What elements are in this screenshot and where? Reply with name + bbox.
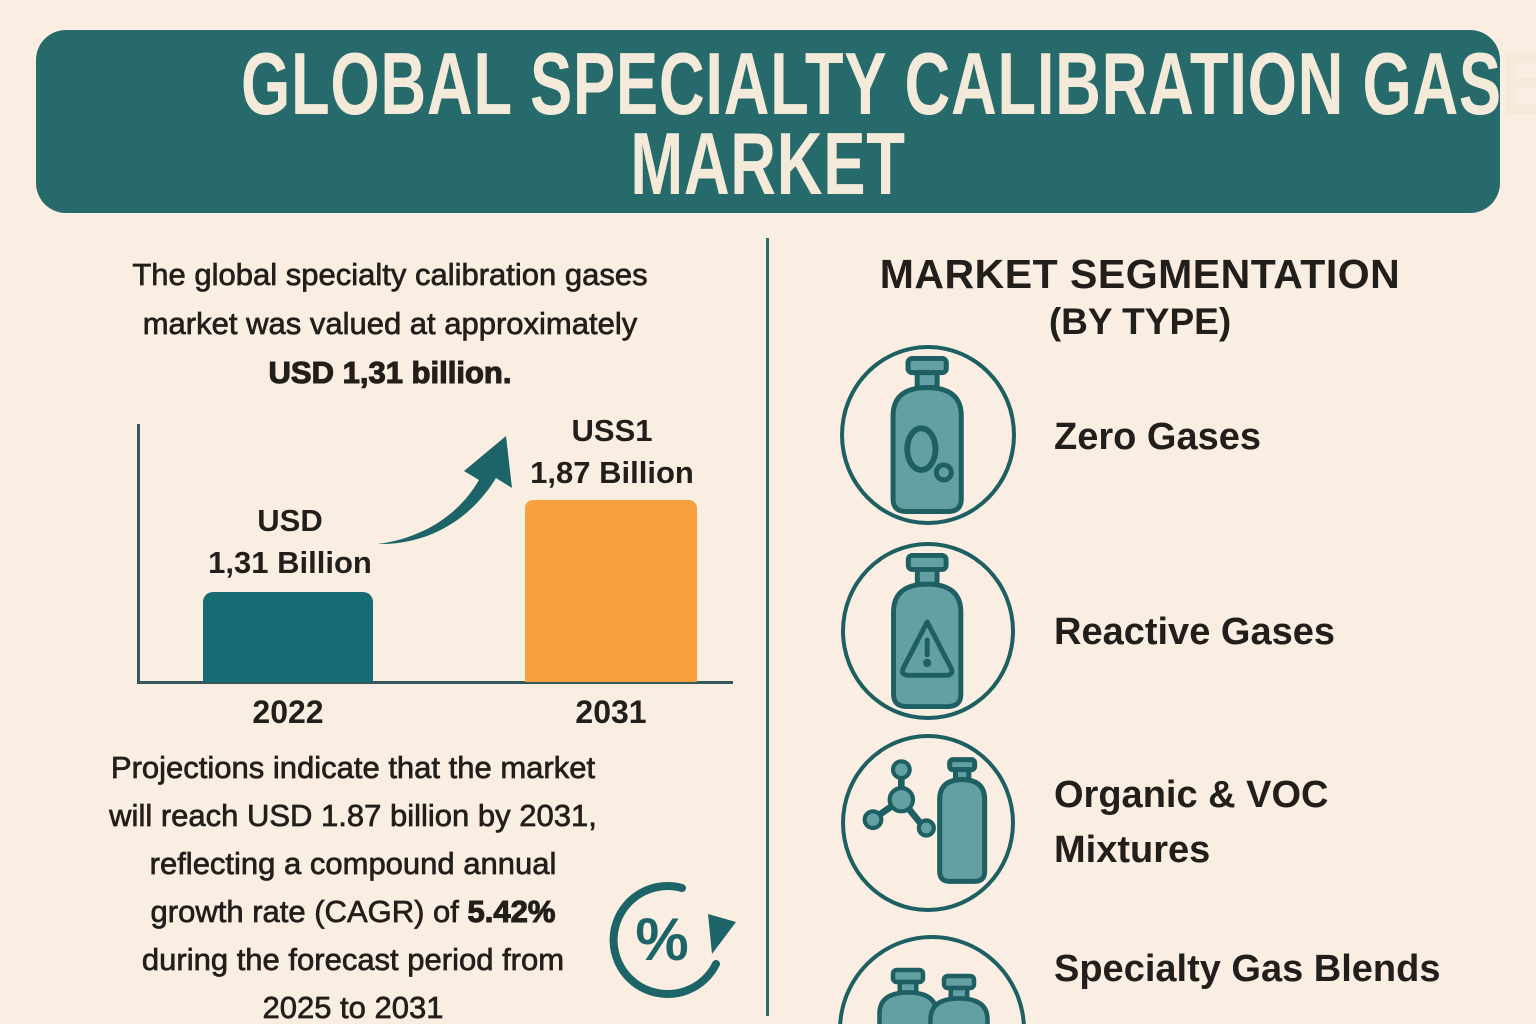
intro-line1: The global specialty calibration gases: [132, 257, 648, 293]
intro-value-bold: USD 1,31 billion.: [268, 354, 512, 390]
cagr-percent-cycle-icon: %: [609, 882, 736, 999]
segment-label-reactive-gases: Reactive Gases: [1054, 611, 1335, 653]
zero-gases-circle: [840, 345, 1016, 525]
proj-line4-prefix: growth rate (CAGR) of: [150, 894, 468, 930]
organic-voc-circle: [841, 734, 1015, 912]
growth-arrow-icon: [378, 436, 512, 545]
reactive-gases-circle: [841, 542, 1015, 720]
header-banner: GLOBAL SPECIALTY CALIBRATION GASES MARKE…: [36, 30, 1536, 213]
gas-cylinder-warning-icon: [891, 553, 964, 709]
proj-line2: will reach USD 1.87 billion by 2031,: [109, 798, 597, 834]
molecule-and-cylinder-icon: [862, 757, 988, 884]
chart-x-axis: [137, 681, 733, 684]
cagr-value: 5.42%: [467, 893, 556, 929]
svg-text:%: %: [635, 906, 688, 973]
bar-2031: [525, 500, 697, 682]
segment-label-specialty-gas-blends: Specialty Gas Blends: [1054, 948, 1441, 990]
x-tick-2031: 2031: [575, 694, 647, 730]
proj-line5: during the forecast period from: [141, 942, 565, 978]
projection-text: Projections indicate that the market wil…: [28, 744, 678, 1024]
dual-gas-cylinders-icon: [877, 967, 990, 1024]
intro-line2: market was valued at approximately: [142, 306, 638, 342]
segmentation-title: MARKET SEGMENTATION (BY TYPE): [780, 250, 1500, 346]
segment-label-organic-voc: Organic & VOC Mixtures: [1054, 774, 1329, 871]
chart-y-axis: [137, 424, 140, 682]
x-tick-2022: 2022: [252, 694, 324, 730]
page-title-line1: GLOBAL SPECIALTY CALIBRATION GASES: [240, 33, 1536, 133]
column-divider: [766, 238, 769, 1016]
proj-line6: 2025 to 2031: [262, 990, 444, 1024]
proj-line3: reflecting a compound annual: [149, 846, 557, 882]
bar-2022-value-label: USD 1,31 Billion: [208, 503, 372, 580]
bar-2022: [203, 592, 373, 682]
segmentation-title-line2: (BY TYPE): [1048, 301, 1232, 342]
proj-line1: Projections indicate that the market: [110, 750, 596, 786]
market-value-intro-text: The global specialty calibration gases m…: [40, 250, 740, 397]
market-bar-chart: [137, 424, 733, 684]
segment-label-zero-gases: Zero Gases: [1054, 416, 1261, 458]
bar-2031-value-label: USS1 1,87 Billion: [530, 413, 694, 490]
segmentation-title-line1: MARKET SEGMENTATION: [879, 251, 1401, 297]
page-title-line2: MARKET: [630, 113, 906, 213]
gas-cylinder-oxygen-icon: [890, 356, 964, 514]
specialty-gas-blends-circle: [838, 935, 1026, 1024]
